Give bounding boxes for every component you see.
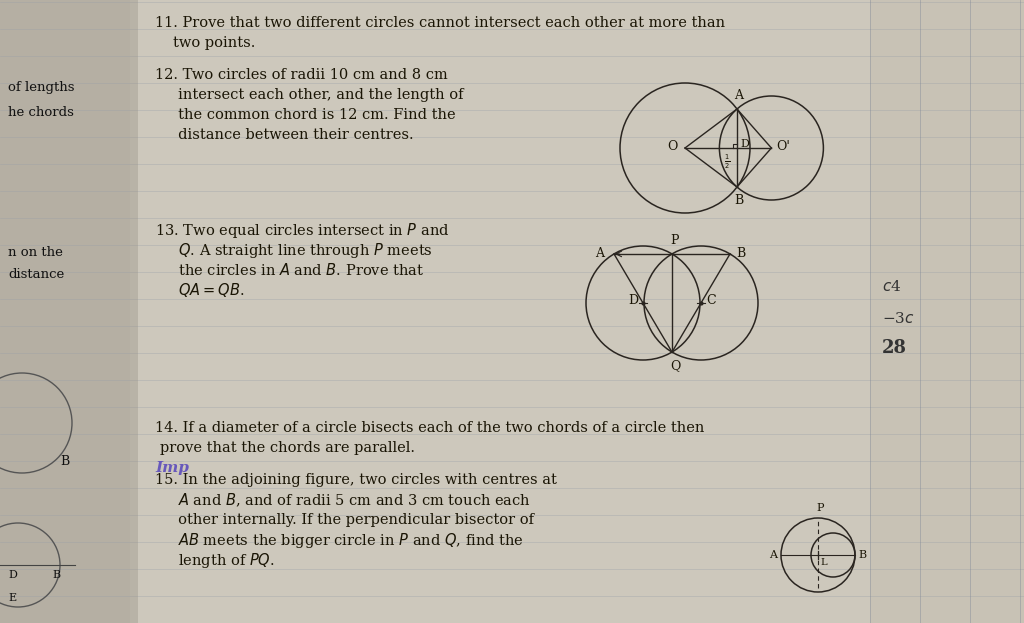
Text: 14. If a diameter of a circle bisects each of the two chords of a circle then: 14. If a diameter of a circle bisects ea… [155, 421, 705, 435]
Text: distance between their centres.: distance between their centres. [155, 128, 414, 142]
Text: $Q$. A straight line through $P$ meets: $Q$. A straight line through $P$ meets [155, 240, 433, 260]
Text: E: E [8, 593, 16, 603]
Text: the common chord is 12 cm. Find the: the common chord is 12 cm. Find the [155, 108, 456, 122]
Text: P: P [671, 234, 679, 247]
Text: he chords: he chords [8, 107, 74, 120]
Text: 15. In the adjoining figure, two circles with centres at: 15. In the adjoining figure, two circles… [155, 473, 557, 487]
Text: other internally. If the perpendicular bisector of: other internally. If the perpendicular b… [155, 513, 534, 527]
Text: B: B [736, 247, 745, 260]
Text: length of $PQ$.: length of $PQ$. [155, 551, 274, 569]
Text: $QA = QB$.: $QA = QB$. [155, 281, 245, 299]
Text: B: B [60, 455, 70, 468]
Bar [130, 0, 138, 623]
Text: of lengths: of lengths [8, 82, 75, 95]
Text: $\frac{1}{2}$: $\frac{1}{2}$ [724, 153, 730, 171]
Text: intersect each other, and the length of: intersect each other, and the length of [155, 88, 464, 102]
Text: A: A [769, 550, 777, 560]
Text: B: B [734, 194, 743, 207]
Text: 13. Two equal circles intersect in $P$ and: 13. Two equal circles intersect in $P$ a… [155, 221, 450, 239]
Text: 12. Two circles of radii 10 cm and 8 cm: 12. Two circles of radii 10 cm and 8 cm [155, 68, 447, 82]
Text: distance: distance [8, 269, 65, 282]
Bar [0, 0, 130, 623]
Text: 28: 28 [882, 339, 907, 357]
Text: the circles in $A$ and $B$. Prove that: the circles in $A$ and $B$. Prove that [155, 262, 424, 278]
Text: two points.: two points. [173, 36, 255, 50]
Bar [130, 0, 870, 623]
Text: D: D [628, 295, 638, 308]
Text: A: A [734, 89, 743, 102]
Text: Imp: Imp [155, 461, 188, 475]
Text: O': O' [776, 140, 791, 153]
Text: L: L [820, 558, 826, 567]
Text: D: D [8, 570, 16, 580]
Text: A: A [595, 247, 604, 260]
Text: P: P [816, 503, 823, 513]
Text: B: B [858, 550, 866, 560]
Text: O: O [668, 140, 678, 153]
Text: D: D [740, 139, 749, 149]
Text: $\mathit{c}$4: $\mathit{c}$4 [882, 279, 901, 294]
Text: Q: Q [670, 359, 680, 372]
Text: B: B [52, 570, 60, 580]
Text: $A$ and $B$, and of radii 5 cm and 3 cm touch each: $A$ and $B$, and of radii 5 cm and 3 cm … [155, 492, 530, 509]
Text: $AB$ meets the bigger circle in $P$ and $Q$, find the: $AB$ meets the bigger circle in $P$ and … [155, 531, 523, 549]
Text: n on the: n on the [8, 247, 62, 260]
Bar [870, 0, 1024, 623]
Text: $-$3$\mathit{c}$: $-$3$\mathit{c}$ [882, 311, 914, 326]
Text: 11. Prove that two different circles cannot intersect each other at more than: 11. Prove that two different circles can… [155, 16, 725, 30]
Text: C: C [706, 295, 716, 308]
Text: prove that the chords are parallel.: prove that the chords are parallel. [160, 441, 415, 455]
